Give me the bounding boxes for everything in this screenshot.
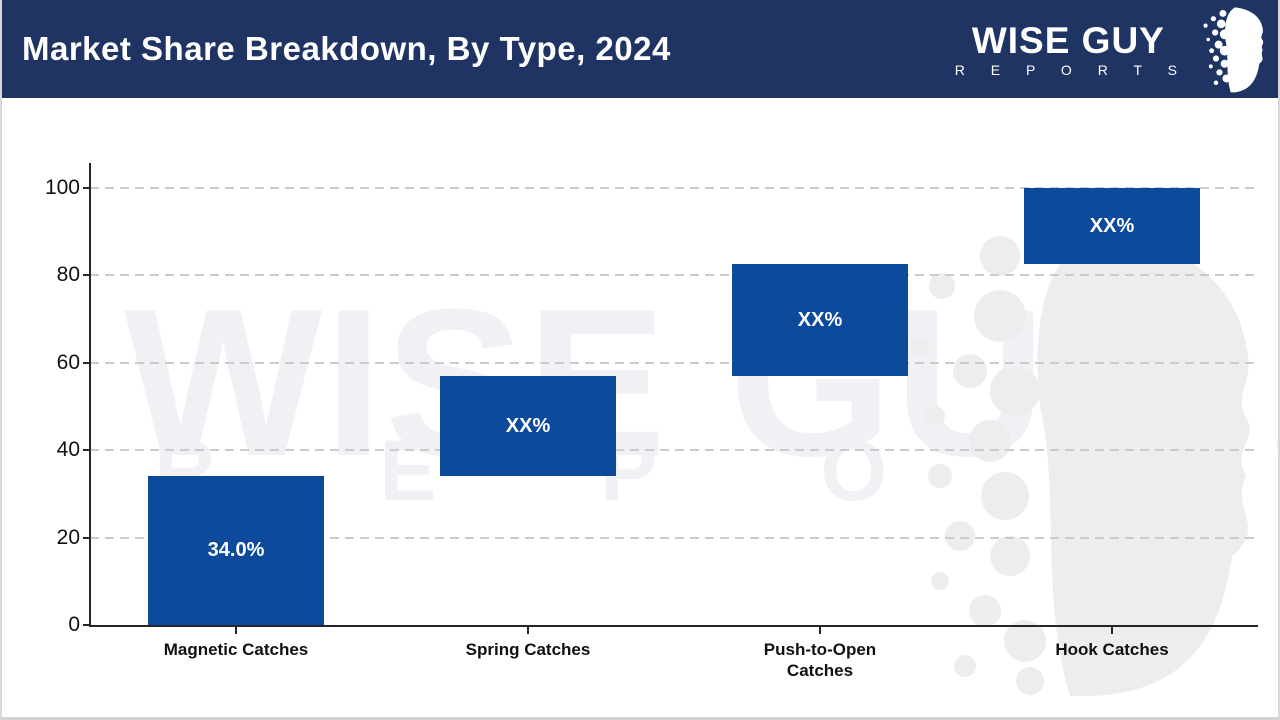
y-tick-label-60: 60 [56, 350, 80, 374]
x-axis [89, 625, 1258, 627]
bar-value-label: 34.0% [207, 539, 265, 562]
bar-magnetic-catches: 34.0% [148, 476, 324, 625]
y-tick-80 [83, 274, 90, 277]
y-tick-label-20: 20 [56, 525, 80, 549]
y-tick-100 [83, 187, 90, 189]
bar-value-label: XX% [1089, 214, 1135, 237]
y-tick-label-100: 100 [44, 176, 80, 199]
watermark-head-icon [911, 234, 1250, 696]
gridline-100 [90, 187, 1258, 189]
wise-guy-logo: WISE GUY R E P O R T S [949, 5, 1268, 93]
gridline-40 [90, 449, 1258, 452]
header-bar: Market Share Breakdown, By Type, 2024 WI… [2, 0, 1278, 98]
x-tick-3 [1111, 627, 1113, 634]
gridline-80 [90, 274, 1258, 277]
x-tick-0 [235, 627, 237, 634]
logo-head-icon [1203, 7, 1264, 93]
logo-wordmark: WISE GUY [971, 19, 1165, 61]
x-tick-2 [819, 627, 821, 634]
y-tick-40 [83, 449, 90, 452]
gridline-60 [90, 361, 1258, 364]
y-tick-label-40: 40 [56, 438, 80, 462]
y-tick-20 [83, 536, 90, 539]
y-tick-0 [83, 624, 90, 626]
category-label-2: Push-to-Open Catches [763, 640, 877, 681]
logo-subtitle: R E P O R T S [954, 61, 1188, 78]
category-label-3: Hook Catches [1055, 640, 1169, 659]
category-label-1: Spring Catches [465, 640, 591, 659]
y-tick-label-0: 0 [68, 613, 80, 636]
bar-push-to-open-catches: XX% [732, 264, 908, 376]
category-label-0: Magnetic Catches [163, 640, 309, 659]
x-tick-1 [527, 627, 529, 634]
page-title: Market Share Breakdown, By Type, 2024 [22, 30, 671, 67]
bar-hook-catches: XX% [1024, 188, 1200, 265]
bar-value-label: XX% [797, 308, 843, 331]
bar-spring-catches: XX% [440, 375, 616, 477]
y-tick-60 [83, 361, 90, 364]
y-tick-label-80: 80 [56, 263, 80, 287]
gridline-20 [90, 536, 1258, 539]
y-axis [89, 163, 91, 627]
bar-value-label: XX% [505, 414, 551, 437]
